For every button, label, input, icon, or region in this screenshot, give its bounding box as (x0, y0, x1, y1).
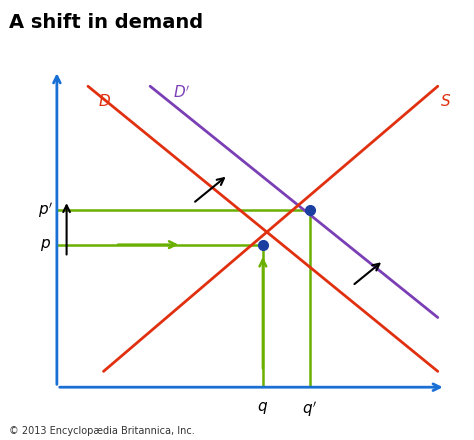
Text: $D'$: $D'$ (173, 84, 191, 101)
Text: $p$: $p$ (40, 237, 51, 253)
Text: $p'$: $p'$ (37, 200, 53, 220)
Text: © 2013 Encyclopædia Britannica, Inc.: © 2013 Encyclopædia Britannica, Inc. (9, 425, 195, 436)
Text: $q'$: $q'$ (302, 400, 317, 419)
Text: $q$: $q$ (257, 400, 268, 416)
Text: $D$: $D$ (98, 92, 111, 109)
Text: A shift in demand: A shift in demand (9, 13, 204, 32)
Text: $S$: $S$ (440, 92, 451, 109)
